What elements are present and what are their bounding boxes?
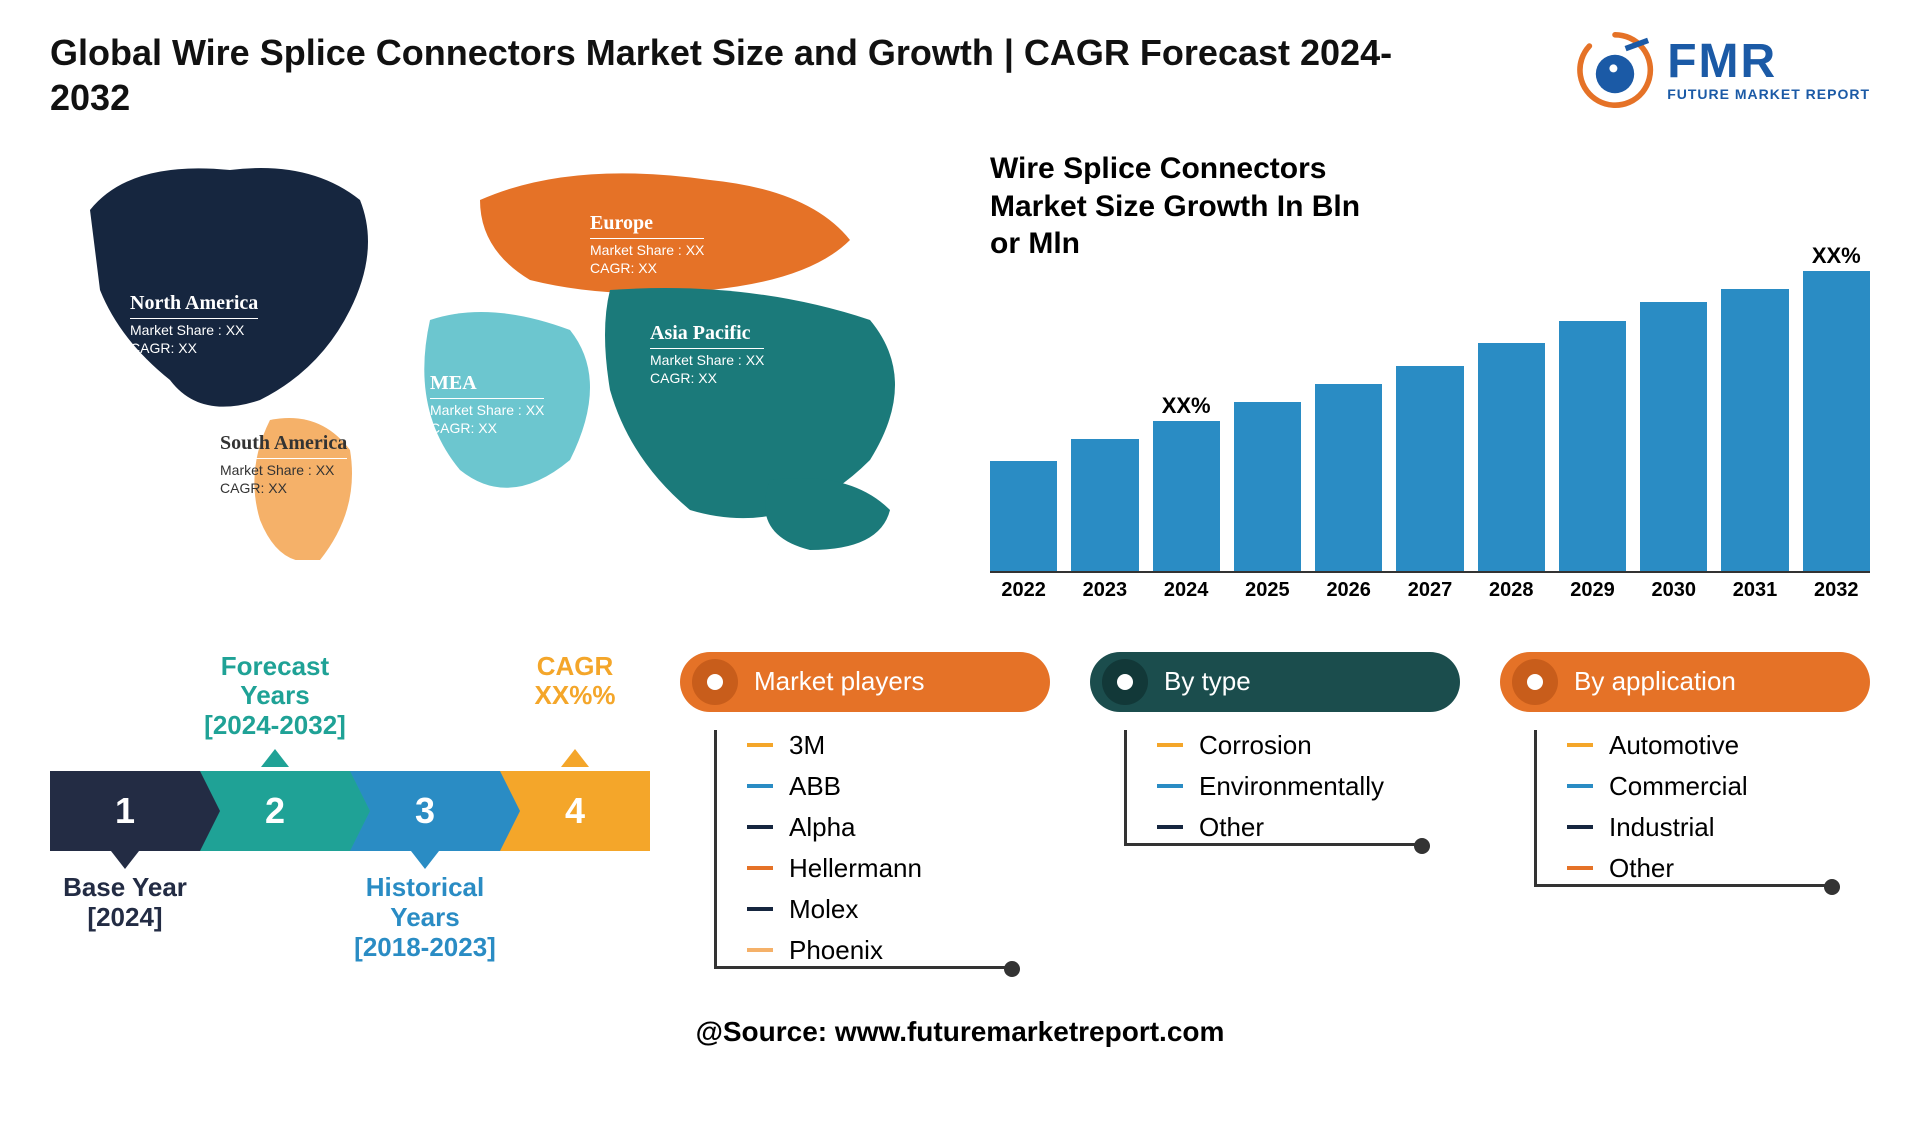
pill-item: Industrial: [1567, 812, 1870, 843]
logo-brand: FMR: [1667, 38, 1870, 86]
pill-col-2: By application Automotive Commercial Indust…: [1500, 652, 1870, 976]
bar-label-2027: 2027: [1396, 579, 1463, 602]
timeline-seg-3: 3: [350, 771, 500, 851]
pill-item: Alpha: [747, 812, 1050, 843]
bar-2032: XX%: [1803, 271, 1870, 571]
bar-2025: [1234, 402, 1301, 570]
pill-item: Molex: [747, 894, 1050, 925]
pill-item: Other: [1567, 853, 1870, 884]
pill-item: Other: [1157, 812, 1460, 843]
logo: FMR FUTURE MARKET REPORT: [1575, 30, 1870, 110]
bar-2027: [1396, 366, 1463, 571]
bar-2030: [1640, 302, 1707, 570]
pill-item: Corrosion: [1157, 730, 1460, 761]
header: Global Wire Splice Connectors Market Siz…: [50, 30, 1870, 120]
fmr-logo-icon: [1575, 30, 1655, 110]
pill-item: ABB: [747, 771, 1050, 802]
pill-col-0: Market players 3M ABB Alpha Hellermann Molex P…: [680, 652, 1050, 976]
bar-label-2023: 2023: [1071, 579, 1138, 602]
pill-header: Market players: [680, 652, 1050, 712]
chart-title: Wire Splice Connectors Market Size Growt…: [990, 150, 1390, 263]
page-title: Global Wire Splice Connectors Market Siz…: [50, 30, 1450, 120]
logo-subtitle: FUTURE MARKET REPORT: [1667, 86, 1870, 102]
pill-item: 3M: [747, 730, 1050, 761]
source-line: @Source: www.futuremarketreport.com: [50, 1016, 1870, 1048]
bar-label-2022: 2022: [990, 579, 1057, 602]
timeline-seg-4: 4: [500, 771, 650, 851]
bar-label-2029: 2029: [1559, 579, 1626, 602]
timeline-bottom-label-0: Base Year[2024]: [50, 873, 200, 963]
timeline-seg-1: 1: [50, 771, 200, 851]
bar-label-2032: 2032: [1803, 579, 1870, 602]
region-label-asia_pacific: Asia PacificMarket Share : XXCAGR: XX: [650, 320, 764, 387]
bar-label-2028: 2028: [1478, 579, 1545, 602]
pill-item: Commercial: [1567, 771, 1870, 802]
timeline-top-label-3: CAGRXX%%: [500, 652, 650, 742]
bar-label-2024: 2024: [1153, 579, 1220, 602]
region-label-south_america: South AmericaMarket Share : XXCAGR: XX: [220, 430, 347, 497]
pill-item: Environmentally: [1157, 771, 1460, 802]
bar-label-2031: 2031: [1721, 579, 1788, 602]
bar-2026: [1315, 384, 1382, 570]
pill-header: By application: [1500, 652, 1870, 712]
pill-item: Phoenix: [747, 935, 1050, 966]
timeline: Forecast Years[2024-2032] CAGRXX%% 1234 B…: [50, 652, 650, 963]
timeline-top-label-1: Forecast Years[2024-2032]: [200, 652, 350, 742]
bar-label-2030: 2030: [1640, 579, 1707, 602]
growth-bar-chart: Wire Splice Connectors Market Size Growt…: [990, 140, 1870, 602]
pill-header: By type: [1090, 652, 1460, 712]
timeline-bottom-label-2: Historical Years[2018-2023]: [350, 873, 500, 963]
timeline-seg-2: 2: [200, 771, 350, 851]
pill-item: Hellermann: [747, 853, 1050, 884]
region-label-north_america: North AmericaMarket Share : XXCAGR: XX: [130, 290, 258, 357]
pill-item: Automotive: [1567, 730, 1870, 761]
region-label-mea: MEAMarket Share : XXCAGR: XX: [430, 370, 544, 437]
region-label-europe: EuropeMarket Share : XXCAGR: XX: [590, 210, 704, 277]
bar-2028: [1478, 343, 1545, 570]
bar-2031: [1721, 289, 1788, 571]
world-map: North AmericaMarket Share : XXCAGR: XX So…: [50, 140, 950, 560]
bar-2029: [1559, 321, 1626, 571]
bar-2024: XX%: [1153, 421, 1220, 571]
bar-label-2026: 2026: [1315, 579, 1382, 602]
bar-2023: [1071, 439, 1138, 571]
bar-label-2025: 2025: [1234, 579, 1301, 602]
pill-col-1: By type Corrosion Environmentally Other: [1090, 652, 1460, 976]
bar-2022: [990, 461, 1057, 570]
